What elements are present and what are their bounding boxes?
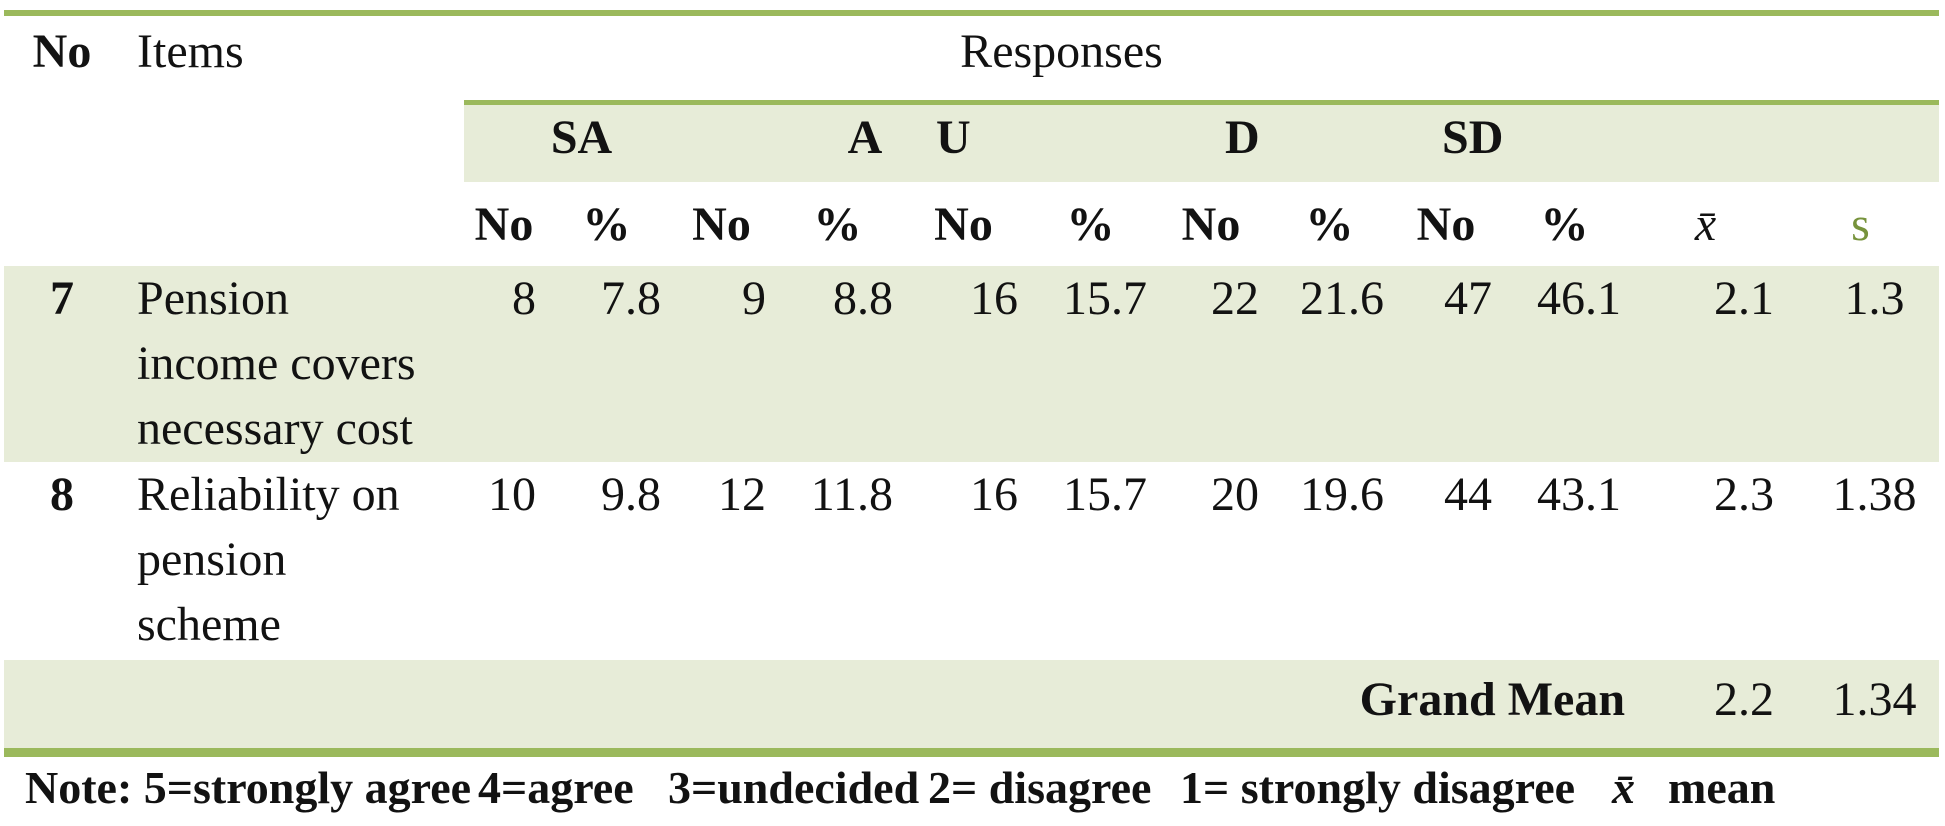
- group-header-agree: A: [669, 100, 901, 182]
- subheader-std-dev: s: [1851, 198, 1870, 251]
- data-cell-a-percent: 8.8: [774, 266, 901, 462]
- column-header-items: Items: [137, 25, 244, 78]
- item-text: Pension income covers necessary cost: [120, 266, 464, 462]
- subheader-sa-count: No: [474, 198, 534, 251]
- subheader-a-percent: %: [813, 198, 862, 251]
- grand-mean-label: Grand Mean: [4, 660, 1630, 748]
- note-scale-5: Note: 5=strongly agree: [25, 762, 472, 813]
- note-mean-symbol: x̄: [1612, 762, 1635, 813]
- subheader-spacer: [4, 182, 120, 266]
- subheader-sa-percent: %: [582, 198, 631, 251]
- survey-results-table: No Items Responses SA A U D SD No % No %…: [4, 10, 1940, 757]
- data-cell-a-count: 12: [718, 468, 766, 521]
- group-header-strongly-disagree: SD: [1392, 100, 1630, 182]
- band-spacer: [4, 100, 120, 182]
- data-cell-u-count: 16: [901, 266, 1026, 462]
- data-cell-d-count: 20: [1211, 468, 1259, 521]
- band-spacer: [1782, 100, 1940, 182]
- subheader-row: No % No % No % No % No % x̄ s: [4, 182, 1939, 266]
- note-mean-word: mean: [1668, 762, 1776, 813]
- subheader-a-count: No: [692, 198, 751, 251]
- subheader-spacer: [120, 182, 464, 266]
- band-spacer: [120, 100, 464, 182]
- group-header-undecided: U: [901, 100, 1155, 182]
- subheader-u-count: No: [934, 198, 993, 251]
- subheader-sd-count: No: [1416, 198, 1476, 251]
- data-cell-mean: 2.3: [1714, 468, 1775, 521]
- data-cell-d-count: 22: [1155, 266, 1267, 462]
- band-spacer: [1629, 100, 1783, 182]
- subheader-d-count: No: [1181, 198, 1241, 251]
- note-scale-2: 2= disagree: [928, 762, 1152, 813]
- data-cell-mean: 2.1: [1629, 266, 1783, 462]
- group-header-disagree: D: [1155, 100, 1392, 182]
- header-spacer: [1629, 16, 1782, 100]
- subheader-sd-percent: %: [1540, 198, 1589, 251]
- column-header-responses: Responses: [960, 25, 1163, 78]
- data-cell-sa-percent: 7.8: [544, 266, 669, 462]
- column-header-no: No: [32, 25, 92, 78]
- table-note: Note: 5=strongly agree 4=agree 3=undecid…: [0, 758, 1945, 818]
- subheader-d-percent: %: [1305, 198, 1354, 251]
- table-row: 8 Reliability on pension scheme 10 9.8 1…: [4, 462, 1939, 660]
- data-cell-sd-count: 44: [1444, 468, 1492, 521]
- header-spacer: [1782, 16, 1939, 100]
- note-scale-3: 3=undecided: [668, 762, 920, 813]
- subheader-u-percent: %: [1066, 198, 1115, 251]
- note-scale-4: 4=agree: [478, 762, 634, 813]
- likert-group-row: SA A U D SD: [4, 100, 1940, 182]
- data-cell-d-percent: 19.6: [1300, 468, 1384, 521]
- data-cell-sd-count: 47: [1392, 266, 1500, 462]
- data-cell-std-dev: 1.3: [1782, 266, 1940, 462]
- table-row: 7 Pension income covers necessary cost 8…: [4, 266, 1940, 462]
- data-cell-sd-percent: 43.1: [1537, 468, 1622, 521]
- table-header-row: No Items Responses: [4, 16, 1939, 100]
- row-number: 8: [50, 468, 74, 521]
- subheader-mean-symbol: x̄: [1694, 198, 1717, 251]
- item-text: Reliability on pension scheme: [137, 468, 400, 651]
- data-cell-d-percent: 21.6: [1267, 266, 1392, 462]
- grand-mean-row: Grand Mean 2.2 1.34: [4, 660, 1940, 748]
- data-cell-u-percent: 15.7: [1026, 266, 1155, 462]
- data-cell-u-count: 16: [970, 468, 1018, 521]
- data-cell-sd-percent: 46.1: [1500, 266, 1630, 462]
- note-scale-1: 1= strongly disagree: [1180, 762, 1576, 813]
- data-cell-a-percent: 11.8: [810, 468, 893, 521]
- grand-mean-std-dev: 1.34: [1782, 660, 1940, 748]
- data-cell-sa-count: 8: [464, 266, 544, 462]
- grand-mean-value: 2.2: [1629, 660, 1783, 748]
- data-cell-a-count: 9: [669, 266, 774, 462]
- data-cell-u-percent: 15.7: [1063, 468, 1147, 521]
- group-header-strongly-agree: SA: [464, 100, 669, 182]
- data-cell-sa-count: 10: [488, 468, 536, 521]
- data-cell-sa-percent: 9.8: [601, 468, 661, 521]
- row-number: 7: [4, 266, 120, 462]
- data-cell-std-dev: 1.38: [1832, 468, 1917, 521]
